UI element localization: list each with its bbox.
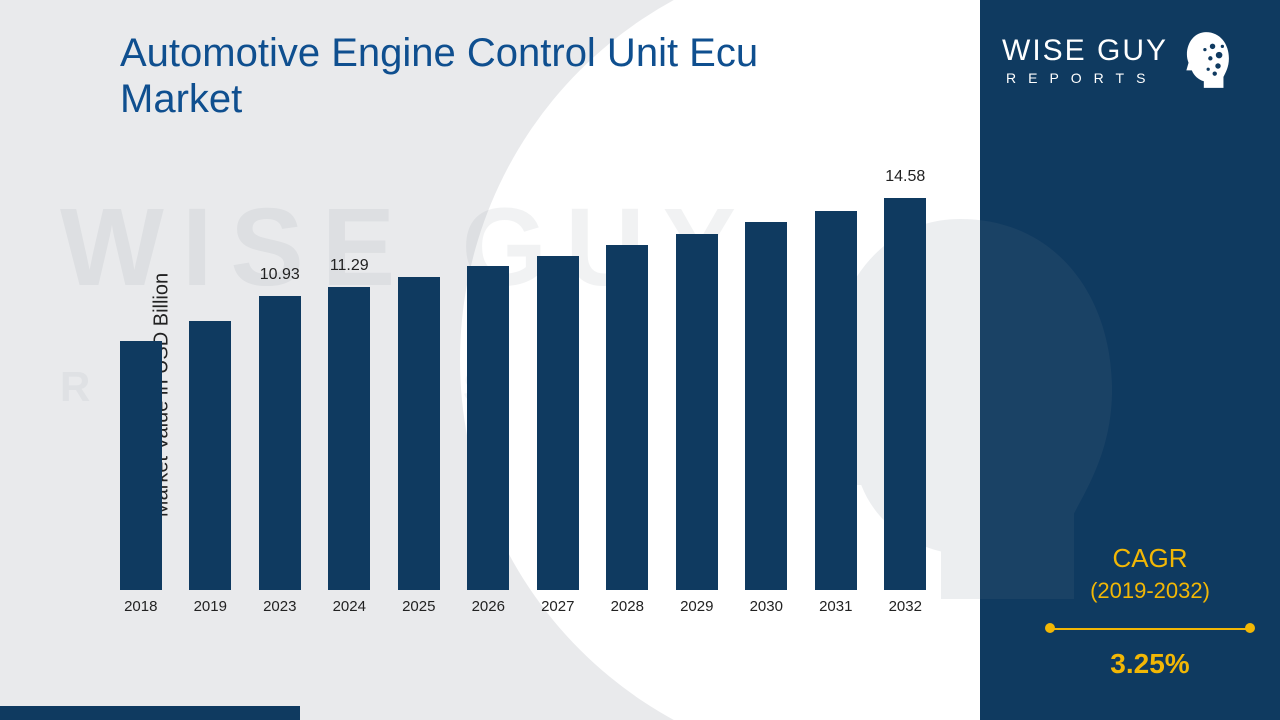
head-icon — [1176, 30, 1236, 90]
x-tick: 2028 — [593, 590, 663, 630]
bar-slot — [732, 160, 802, 590]
bar-slot — [662, 160, 732, 590]
x-tick: 2031 — [801, 590, 871, 630]
x-tick: 2029 — [662, 590, 732, 630]
bar-value-label: 10.93 — [260, 266, 300, 284]
bar — [259, 296, 301, 590]
bar — [189, 321, 231, 590]
bar-slot — [106, 160, 176, 590]
bar-slot — [176, 160, 246, 590]
plot-area: 10.93 11.29 14.58 — [106, 160, 940, 590]
bar-value-label: 11.29 — [330, 257, 369, 275]
x-axis: 2018201920232024202520262027202820292030… — [106, 590, 940, 630]
bar — [884, 198, 926, 590]
bar-slot — [384, 160, 454, 590]
bar-chart: Market Value in USD Billion 10.9311.2914… — [60, 160, 940, 630]
bar-value-label: 14.58 — [885, 168, 925, 186]
cagr-panel: CAGR (2019-2032) 3.25% — [1020, 543, 1280, 680]
x-tick: 2032 — [871, 590, 941, 630]
bar — [676, 234, 718, 590]
x-tick: 2023 — [245, 590, 315, 630]
bar-slot — [801, 160, 871, 590]
bar — [537, 256, 579, 590]
chart-title: Automotive Engine Control Unit Ecu Marke… — [120, 30, 880, 122]
bar — [745, 222, 787, 590]
bar — [120, 341, 162, 590]
x-tick: 2019 — [176, 590, 246, 630]
bar — [328, 287, 370, 590]
page: WISE GUY REPORTS Automotive Engine Contr… — [0, 0, 1280, 720]
brand-logo: WISE GUY REPORTS — [1002, 30, 1252, 90]
footer-accent-bar — [0, 706, 300, 720]
divider-line — [1050, 618, 1250, 638]
cagr-range: (2019-2032) — [1020, 578, 1280, 604]
x-tick: 2025 — [384, 590, 454, 630]
x-tick: 2027 — [523, 590, 593, 630]
bar-slot: 10.93 — [245, 160, 315, 590]
bar-slot — [593, 160, 663, 590]
x-tick: 2026 — [454, 590, 524, 630]
bar-slot — [454, 160, 524, 590]
bar-slot — [523, 160, 593, 590]
bar — [398, 277, 440, 590]
bar — [467, 266, 509, 590]
bar — [815, 211, 857, 590]
x-tick: 2030 — [732, 590, 802, 630]
x-tick: 2024 — [315, 590, 385, 630]
cagr-value: 3.25% — [1020, 648, 1280, 680]
bar — [606, 245, 648, 590]
x-tick: 2018 — [106, 590, 176, 630]
bar-slot: 11.29 — [315, 160, 385, 590]
cagr-label: CAGR — [1020, 543, 1280, 574]
bar-slot: 14.58 — [871, 160, 941, 590]
